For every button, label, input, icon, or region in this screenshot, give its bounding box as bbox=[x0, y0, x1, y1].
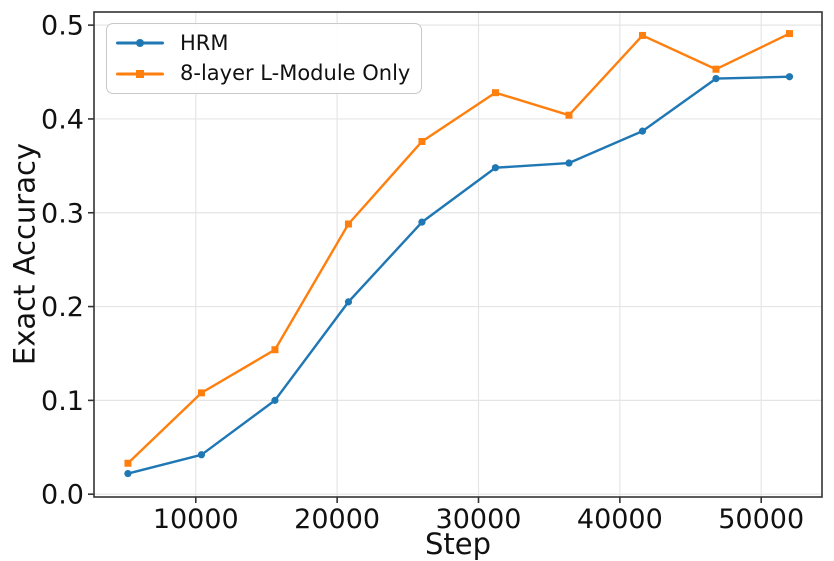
x-tick-label: 30000 bbox=[436, 504, 522, 535]
data-point-marker bbox=[712, 65, 720, 73]
data-point-marker bbox=[418, 218, 426, 226]
data-point-marker bbox=[638, 31, 646, 39]
y-axis-label: Exact Accuracy bbox=[7, 142, 42, 366]
y-tick-label: 0.0 bbox=[41, 480, 84, 511]
legend-square-marker-icon bbox=[136, 69, 144, 78]
y-tick-label: 0.1 bbox=[41, 386, 84, 417]
y-tick-label: 0.5 bbox=[41, 11, 84, 42]
series-line-8-layer-l-module-only bbox=[126, 32, 791, 465]
legend-line-sample-hrm bbox=[116, 37, 164, 49]
y-tick-label: 0.2 bbox=[41, 292, 84, 323]
data-point-marker bbox=[565, 111, 573, 119]
data-point-marker bbox=[124, 459, 132, 467]
data-point-marker bbox=[785, 30, 793, 38]
tick-marks bbox=[88, 24, 763, 503]
x-tick-label: 50000 bbox=[718, 504, 804, 535]
legend-circle-marker-icon bbox=[136, 39, 144, 48]
plot-border bbox=[93, 11, 823, 498]
series-line-hrm bbox=[126, 75, 791, 475]
data-point-marker bbox=[785, 73, 794, 81]
data-point-marker bbox=[197, 389, 205, 397]
data-point-marker bbox=[344, 220, 352, 228]
data-point-marker bbox=[638, 127, 647, 135]
x-tick-label: 40000 bbox=[577, 504, 663, 535]
legend-label-8-layer-l-module-only: 8-layer L-Module Only bbox=[180, 61, 411, 86]
x-tick-label: 10000 bbox=[153, 504, 239, 535]
x-axis-label: Step bbox=[424, 527, 492, 561]
data-point-marker bbox=[197, 451, 206, 459]
legend-label-hrm: HRM bbox=[180, 30, 229, 55]
data-point-marker bbox=[344, 298, 353, 306]
data-point-marker bbox=[491, 89, 499, 97]
y-tick-label: 0.3 bbox=[41, 198, 84, 229]
data-point-marker bbox=[124, 469, 132, 478]
legend-line-sample-l-module bbox=[116, 68, 164, 80]
data-point-marker bbox=[712, 75, 720, 83]
data-point-marker bbox=[418, 137, 426, 145]
legend-item-hrm: HRM bbox=[116, 28, 411, 59]
data-point-marker bbox=[565, 159, 573, 167]
data-point-marker bbox=[491, 164, 500, 172]
series-8-layer-l-module-only bbox=[124, 30, 793, 467]
legend: HRM 8-layer L-Module Only bbox=[106, 23, 422, 94]
series-hrm bbox=[124, 73, 794, 478]
y-tick-label: 0.4 bbox=[41, 104, 84, 135]
data-point-marker bbox=[271, 396, 279, 404]
legend-item-8-layer-l-module-only: 8-layer L-Module Only bbox=[116, 59, 411, 90]
x-tick-label: 20000 bbox=[294, 504, 380, 535]
data-point-marker bbox=[271, 346, 279, 354]
